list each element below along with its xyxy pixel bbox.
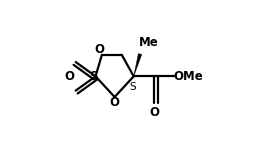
- Text: OMe: OMe: [174, 70, 203, 83]
- Polygon shape: [134, 54, 142, 76]
- Text: S: S: [89, 70, 97, 83]
- Text: O: O: [110, 96, 120, 109]
- Text: S: S: [129, 82, 136, 92]
- Text: O: O: [94, 43, 104, 56]
- Text: Me: Me: [139, 36, 159, 49]
- Text: O: O: [149, 106, 159, 119]
- Text: O: O: [64, 70, 74, 83]
